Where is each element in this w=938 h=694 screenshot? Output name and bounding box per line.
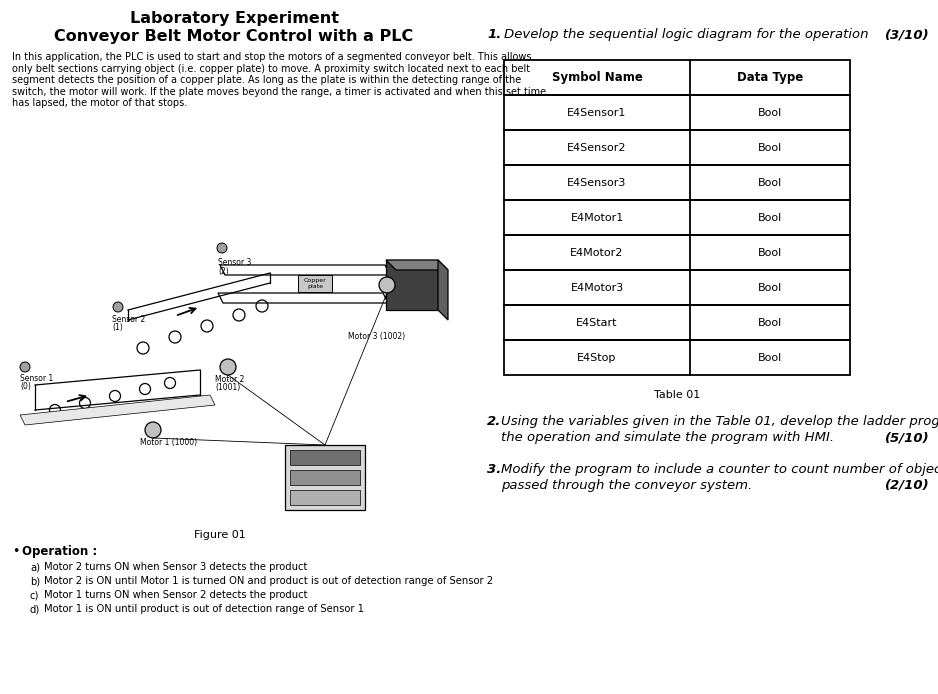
Bar <box>504 200 850 235</box>
Text: Bool: Bool <box>758 353 782 362</box>
Text: •: • <box>12 545 20 558</box>
Circle shape <box>113 302 123 312</box>
Text: 3.: 3. <box>487 463 501 476</box>
Bar <box>504 270 850 305</box>
Bar <box>285 445 365 510</box>
Text: Motor 2: Motor 2 <box>215 375 245 384</box>
Text: (0): (0) <box>20 382 31 391</box>
Polygon shape <box>386 260 448 270</box>
Text: Bool: Bool <box>758 317 782 328</box>
Text: E4Motor2: E4Motor2 <box>570 248 624 257</box>
Text: Bool: Bool <box>758 248 782 257</box>
Text: Conveyor Belt Motor Control with a PLC: Conveyor Belt Motor Control with a PLC <box>54 29 414 44</box>
Text: E4Sensor1: E4Sensor1 <box>567 108 627 117</box>
Text: E4Stop: E4Stop <box>577 353 616 362</box>
Text: a): a) <box>30 562 40 572</box>
Text: Develop the sequential logic diagram for the operation: Develop the sequential logic diagram for… <box>504 28 869 41</box>
Text: Bool: Bool <box>758 142 782 153</box>
Text: (2): (2) <box>218 267 229 276</box>
Circle shape <box>20 362 30 372</box>
Text: Copper: Copper <box>304 278 326 283</box>
Text: Figure 01: Figure 01 <box>194 530 246 540</box>
Bar <box>504 340 850 375</box>
Bar <box>290 470 360 485</box>
Text: Operation :: Operation : <box>22 545 98 558</box>
Text: Motor 2 turns ON when Sensor 3 detects the product: Motor 2 turns ON when Sensor 3 detects t… <box>44 562 308 572</box>
Text: (5/10): (5/10) <box>885 431 930 444</box>
Text: (1001): (1001) <box>215 383 240 392</box>
Text: (2/10): (2/10) <box>885 479 930 492</box>
Text: Data Type: Data Type <box>737 71 803 84</box>
Text: Motor 3 (1002): Motor 3 (1002) <box>348 332 405 341</box>
Text: only belt sections carrying object (i.e. copper plate) to move. A proximity swit: only belt sections carrying object (i.e.… <box>12 63 530 74</box>
Text: Bool: Bool <box>758 212 782 223</box>
Text: Motor 1 is ON until product is out of detection range of Sensor 1: Motor 1 is ON until product is out of de… <box>44 604 364 614</box>
Text: Table 01: Table 01 <box>654 390 700 400</box>
Bar <box>386 260 438 310</box>
Text: Bool: Bool <box>758 282 782 292</box>
Text: Motor 1 turns ON when Sensor 2 detects the product: Motor 1 turns ON when Sensor 2 detects t… <box>44 590 308 600</box>
Circle shape <box>379 277 395 293</box>
Circle shape <box>220 359 236 375</box>
Text: switch, the motor will work. If the plate moves beyond the range, a timer is act: switch, the motor will work. If the plat… <box>12 87 546 96</box>
Text: 1.: 1. <box>487 28 501 41</box>
Text: Using the variables given in the Table 01, develop the ladder program for: Using the variables given in the Table 0… <box>501 415 938 428</box>
Text: (3/10): (3/10) <box>885 28 930 41</box>
Bar <box>504 235 850 270</box>
Circle shape <box>145 422 161 438</box>
Bar <box>504 165 850 200</box>
Text: Symbol Name: Symbol Name <box>552 71 643 84</box>
Text: Bool: Bool <box>758 178 782 187</box>
Text: Bool: Bool <box>758 108 782 117</box>
Text: passed through the conveyor system.: passed through the conveyor system. <box>501 479 752 492</box>
Text: Motor 2 is ON until Motor 1 is turned ON and product is out of detection range o: Motor 2 is ON until Motor 1 is turned ON… <box>44 576 493 586</box>
Text: E4Sensor2: E4Sensor2 <box>567 142 627 153</box>
Bar <box>504 60 850 95</box>
Polygon shape <box>298 275 332 292</box>
Polygon shape <box>438 260 448 320</box>
Text: In this application, the PLC is used to start and stop the motors of a segmented: In this application, the PLC is used to … <box>12 52 532 62</box>
Text: E4Sensor3: E4Sensor3 <box>567 178 627 187</box>
Text: 2.: 2. <box>487 415 501 428</box>
Text: d): d) <box>30 604 40 614</box>
Bar <box>290 490 360 505</box>
Text: Sensor 3: Sensor 3 <box>218 258 251 267</box>
Bar <box>290 450 360 465</box>
Bar <box>504 95 850 130</box>
Text: segment detects the position of a copper plate. As long as the plate is within t: segment detects the position of a copper… <box>12 75 522 85</box>
Text: plate: plate <box>307 284 323 289</box>
Text: Motor 1 (1000): Motor 1 (1000) <box>140 438 197 447</box>
Text: E4Motor3: E4Motor3 <box>570 282 624 292</box>
Text: b): b) <box>30 576 40 586</box>
Text: Sensor 1: Sensor 1 <box>20 374 53 383</box>
Text: E4Motor1: E4Motor1 <box>570 212 624 223</box>
Text: Modify the program to include a counter to count number of objects: Modify the program to include a counter … <box>501 463 938 476</box>
Text: Sensor 2: Sensor 2 <box>112 315 145 324</box>
Circle shape <box>217 243 227 253</box>
Bar <box>504 305 850 340</box>
Bar <box>504 130 850 165</box>
Text: has lapsed, the motor of that stops.: has lapsed, the motor of that stops. <box>12 98 188 108</box>
Text: E4Start: E4Start <box>576 317 618 328</box>
Text: the operation and simulate the program with HMI.: the operation and simulate the program w… <box>501 431 834 444</box>
Text: Laboratory Experiment: Laboratory Experiment <box>129 11 339 26</box>
Text: (1): (1) <box>112 323 123 332</box>
Polygon shape <box>20 395 215 425</box>
Text: c): c) <box>30 590 39 600</box>
